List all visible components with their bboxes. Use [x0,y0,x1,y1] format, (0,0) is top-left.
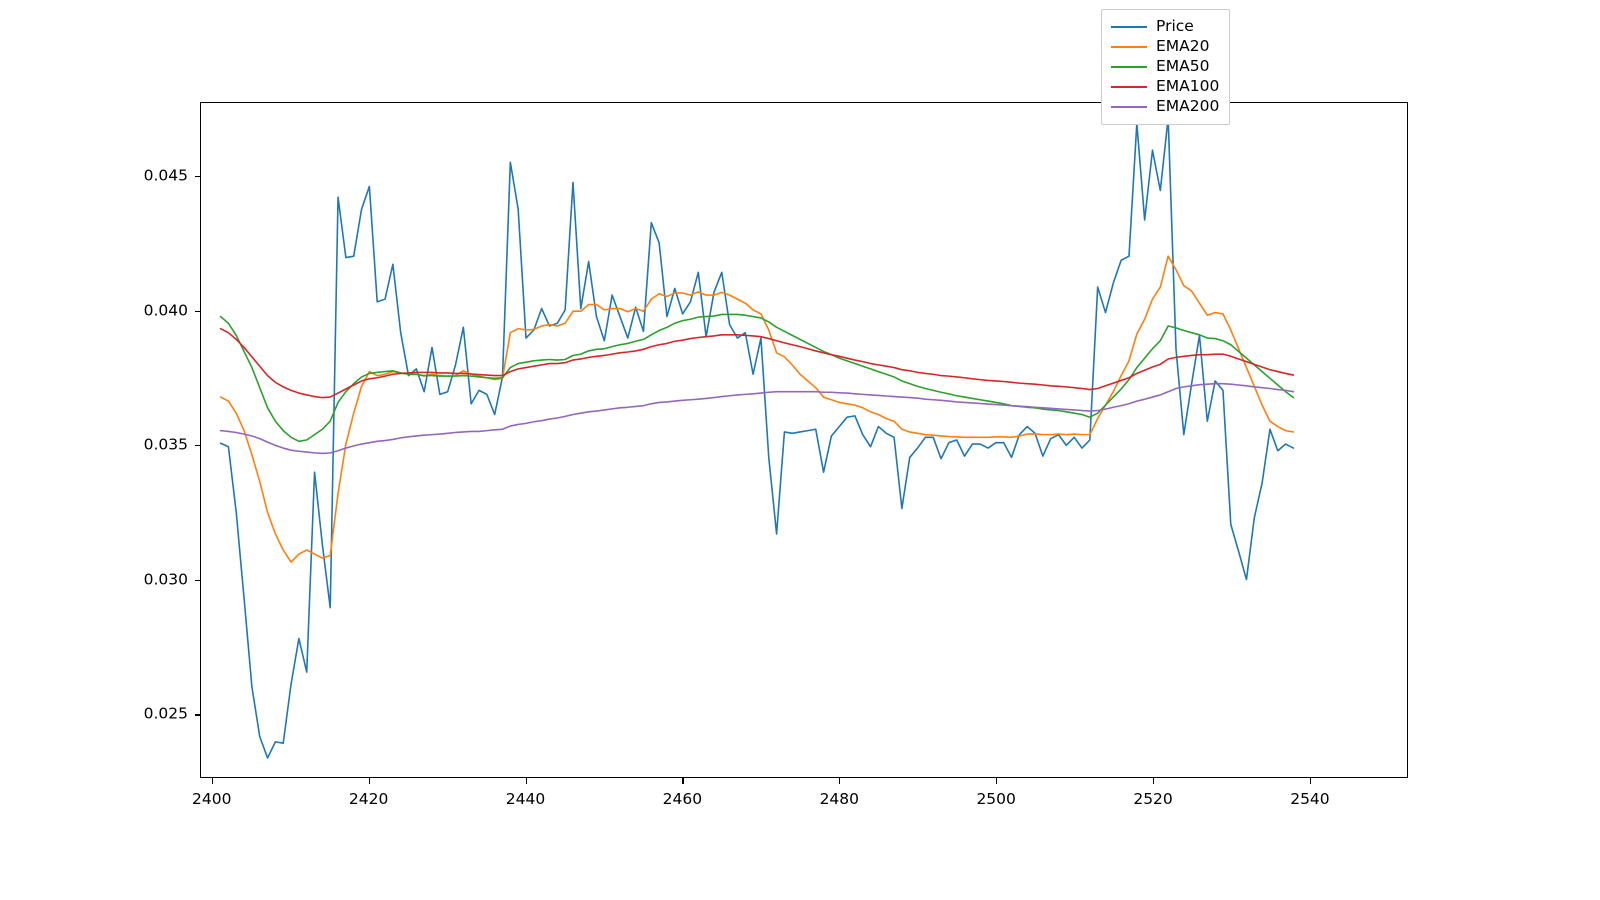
y-tick-label: 0.040 [143,301,188,320]
x-tick-label: 2440 [505,790,546,808]
x-tick-label: 2500 [976,790,1016,808]
x-tick-label: 2480 [819,790,860,808]
series-line-price [219,117,1295,759]
legend-color-swatch [1111,25,1147,29]
x-tick-label: 2460 [662,790,703,808]
chart-lines-svg [219,117,1295,759]
legend-color-swatch [1111,85,1147,89]
x-tick-label: 2400 [192,790,232,808]
legend-item-price[interactable]: Price [1111,17,1219,37]
y-tick-label: 0.025 [143,704,188,723]
legend-item-ema100[interactable]: EMA100 [1111,77,1219,97]
x-tick-mark [1309,778,1312,784]
y-tick-mark [194,714,200,716]
x-tick-mark [211,778,213,784]
legend-label: Price [1156,17,1194,36]
series-line-ema20 [219,255,1295,563]
x-tick-label: 2520 [1133,790,1173,808]
chart-legend: Price EMA20 EMA50 EMA100 EMA200 [1101,9,1231,125]
y-tick-label: 0.030 [143,570,188,589]
y-tick-label: 0.035 [143,435,188,454]
legend-label: EMA100 [1156,77,1220,96]
x-tick-mark [1153,778,1155,784]
chart-plot-area [200,102,1408,778]
legend-item-ema50[interactable]: EMA50 [1111,57,1219,77]
x-tick-mark [682,778,684,784]
x-tick-label: 2420 [348,790,389,808]
y-tick-mark [194,310,200,312]
x-tick-label: 2540 [1290,790,1330,808]
legend-label: EMA200 [1156,97,1220,116]
x-tick-mark [525,778,527,784]
x-tick-mark [839,778,841,784]
y-tick-mark [194,579,200,582]
legend-label: EMA20 [1156,37,1210,56]
legend-label: EMA50 [1156,57,1210,76]
series-line-ema100 [219,327,1295,399]
x-tick-mark [996,778,998,784]
series-line-ema200 [219,382,1295,455]
legend-color-swatch [1111,105,1147,109]
legend-color-swatch [1111,45,1147,49]
y-tick-mark [194,176,200,178]
y-tick-label: 0.045 [143,166,188,185]
series-line-ema50 [219,313,1295,443]
legend-color-swatch [1111,65,1147,69]
y-tick-mark [194,445,200,447]
legend-item-ema200[interactable]: EMA200 [1111,97,1219,117]
x-tick-mark [368,778,370,784]
legend-item-ema20[interactable]: EMA20 [1111,37,1219,57]
